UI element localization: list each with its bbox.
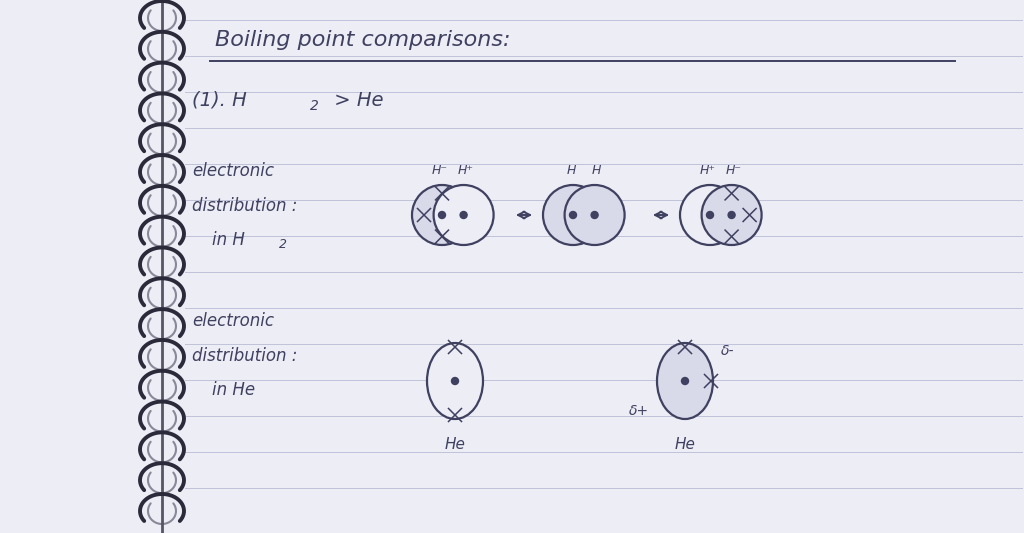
Circle shape [591,212,598,219]
Text: > He: > He [328,91,384,109]
Text: Boiling point comparisons:: Boiling point comparisons: [215,30,511,50]
Text: δ-: δ- [721,344,734,358]
Text: (1). H: (1). H [193,91,247,109]
Text: H⁻: H⁻ [726,165,741,177]
Text: δ+: δ+ [629,404,649,418]
Circle shape [707,212,714,219]
Text: 2: 2 [279,238,287,252]
Circle shape [452,377,459,384]
Circle shape [412,185,472,245]
Text: in H: in H [212,231,245,249]
Text: He: He [444,437,466,452]
Text: H: H [566,165,575,177]
Text: H⁻: H⁻ [432,165,449,177]
Text: electronic: electronic [193,162,274,180]
Ellipse shape [427,343,483,419]
Circle shape [569,212,577,219]
Text: H⁺: H⁺ [458,165,473,177]
Text: distribution :: distribution : [193,197,297,215]
Circle shape [543,185,603,245]
Circle shape [460,212,467,219]
Text: distribution :: distribution : [193,347,297,365]
Text: H⁺: H⁺ [700,165,716,177]
Circle shape [682,377,688,384]
Circle shape [433,185,494,245]
Circle shape [728,212,735,219]
Circle shape [564,185,625,245]
Text: in He: in He [212,381,255,399]
Text: H: H [592,165,601,177]
Circle shape [701,185,762,245]
Text: He: He [675,437,695,452]
Circle shape [680,185,740,245]
Text: electronic: electronic [193,312,274,330]
Ellipse shape [657,343,713,419]
Circle shape [438,212,445,219]
Text: 2: 2 [310,99,318,113]
